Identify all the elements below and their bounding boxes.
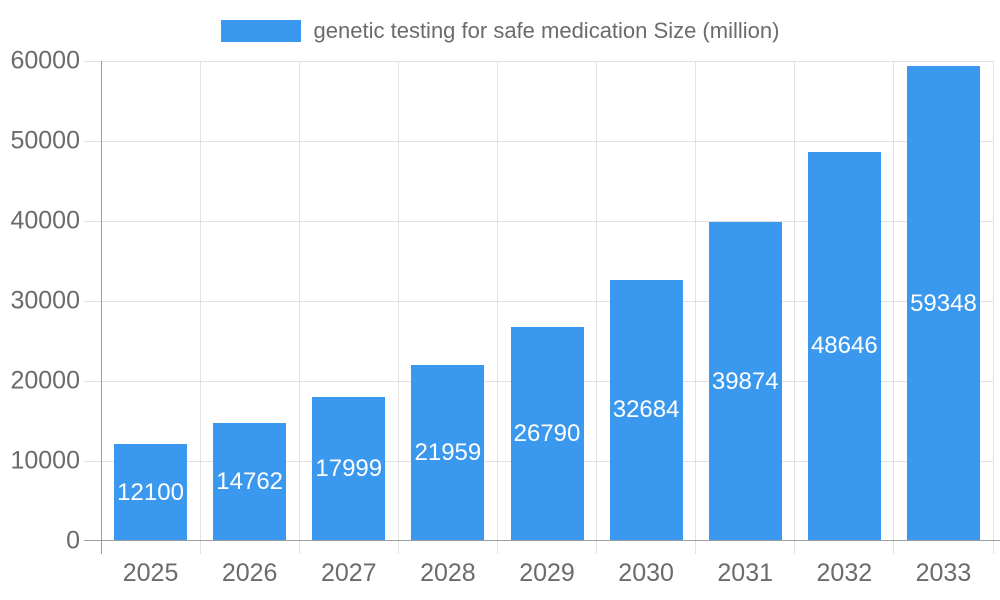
- legend-swatch: [220, 20, 301, 42]
- bar-2026: 14762: [213, 422, 287, 541]
- x-tick-label: 2031: [717, 559, 774, 587]
- gridline-horizontal: [84, 140, 993, 142]
- legend-label: genetic testing for safe medication Size…: [313, 18, 780, 43]
- bar-value-label: 17999: [315, 455, 383, 482]
- bar-value-label: 59348: [910, 289, 977, 317]
- x-tick-label: 2028: [420, 559, 476, 587]
- gridline-horizontal: [84, 300, 993, 302]
- y-axis-line: [101, 61, 102, 554]
- gridline-vertical: [199, 61, 201, 554]
- bar-value-label: 26790: [513, 419, 581, 447]
- x-tick-label: 2026: [221, 559, 278, 587]
- x-tick-label: 2029: [519, 559, 575, 587]
- bar-2029: 26790: [510, 326, 584, 541]
- gridline-vertical: [992, 61, 994, 554]
- y-tick-label: 60000: [10, 46, 80, 75]
- bar-value-label: 32684: [612, 396, 680, 424]
- bar-2027: 17999: [312, 397, 386, 541]
- bar-2032: 48646: [807, 151, 881, 541]
- bar-2028: 21959: [411, 365, 485, 541]
- gridline-vertical: [298, 61, 300, 554]
- x-tick-label: 2033: [915, 559, 972, 587]
- bar-2030: 32684: [609, 279, 683, 541]
- gridline-vertical: [893, 61, 895, 554]
- x-tick-label: 2030: [618, 559, 674, 587]
- bar-value-label: 48646: [810, 332, 878, 360]
- gridline-vertical: [596, 61, 598, 554]
- gridline-horizontal: [84, 220, 993, 222]
- x-tick-label: 2032: [816, 559, 873, 587]
- bar-2033: 59348: [906, 66, 980, 541]
- y-tick-label: 0: [66, 526, 80, 555]
- x-tick-label: 2027: [320, 559, 377, 587]
- gridline-vertical: [496, 61, 498, 554]
- bar-value-label: 39874: [711, 367, 779, 395]
- bar-value-label: 21959: [414, 439, 482, 467]
- gridline-horizontal: [84, 60, 993, 62]
- legend-item[interactable]: genetic testing for safe medication Size…: [0, 18, 1000, 44]
- x-axis-line: [84, 540, 1000, 541]
- bar-value-label: 14762: [216, 467, 284, 495]
- y-tick-label: 10000: [10, 446, 80, 475]
- gridline-vertical: [695, 61, 697, 554]
- plot-area: 12100 14762 17999 21959 26790 32684 39874 48646…: [84, 60, 1000, 554]
- y-tick-label: 50000: [10, 126, 80, 155]
- bar-2031: 39874: [708, 222, 782, 541]
- bar-2025: 12100: [114, 444, 188, 541]
- x-tick-label: 2025: [122, 559, 179, 587]
- y-tick-label: 20000: [10, 366, 80, 395]
- bar-value-label: 12100: [117, 478, 184, 506]
- y-tick-label: 40000: [10, 206, 80, 235]
- y-tick-label: 30000: [10, 286, 80, 315]
- gridline-vertical: [397, 61, 399, 554]
- gridline-vertical: [794, 61, 796, 554]
